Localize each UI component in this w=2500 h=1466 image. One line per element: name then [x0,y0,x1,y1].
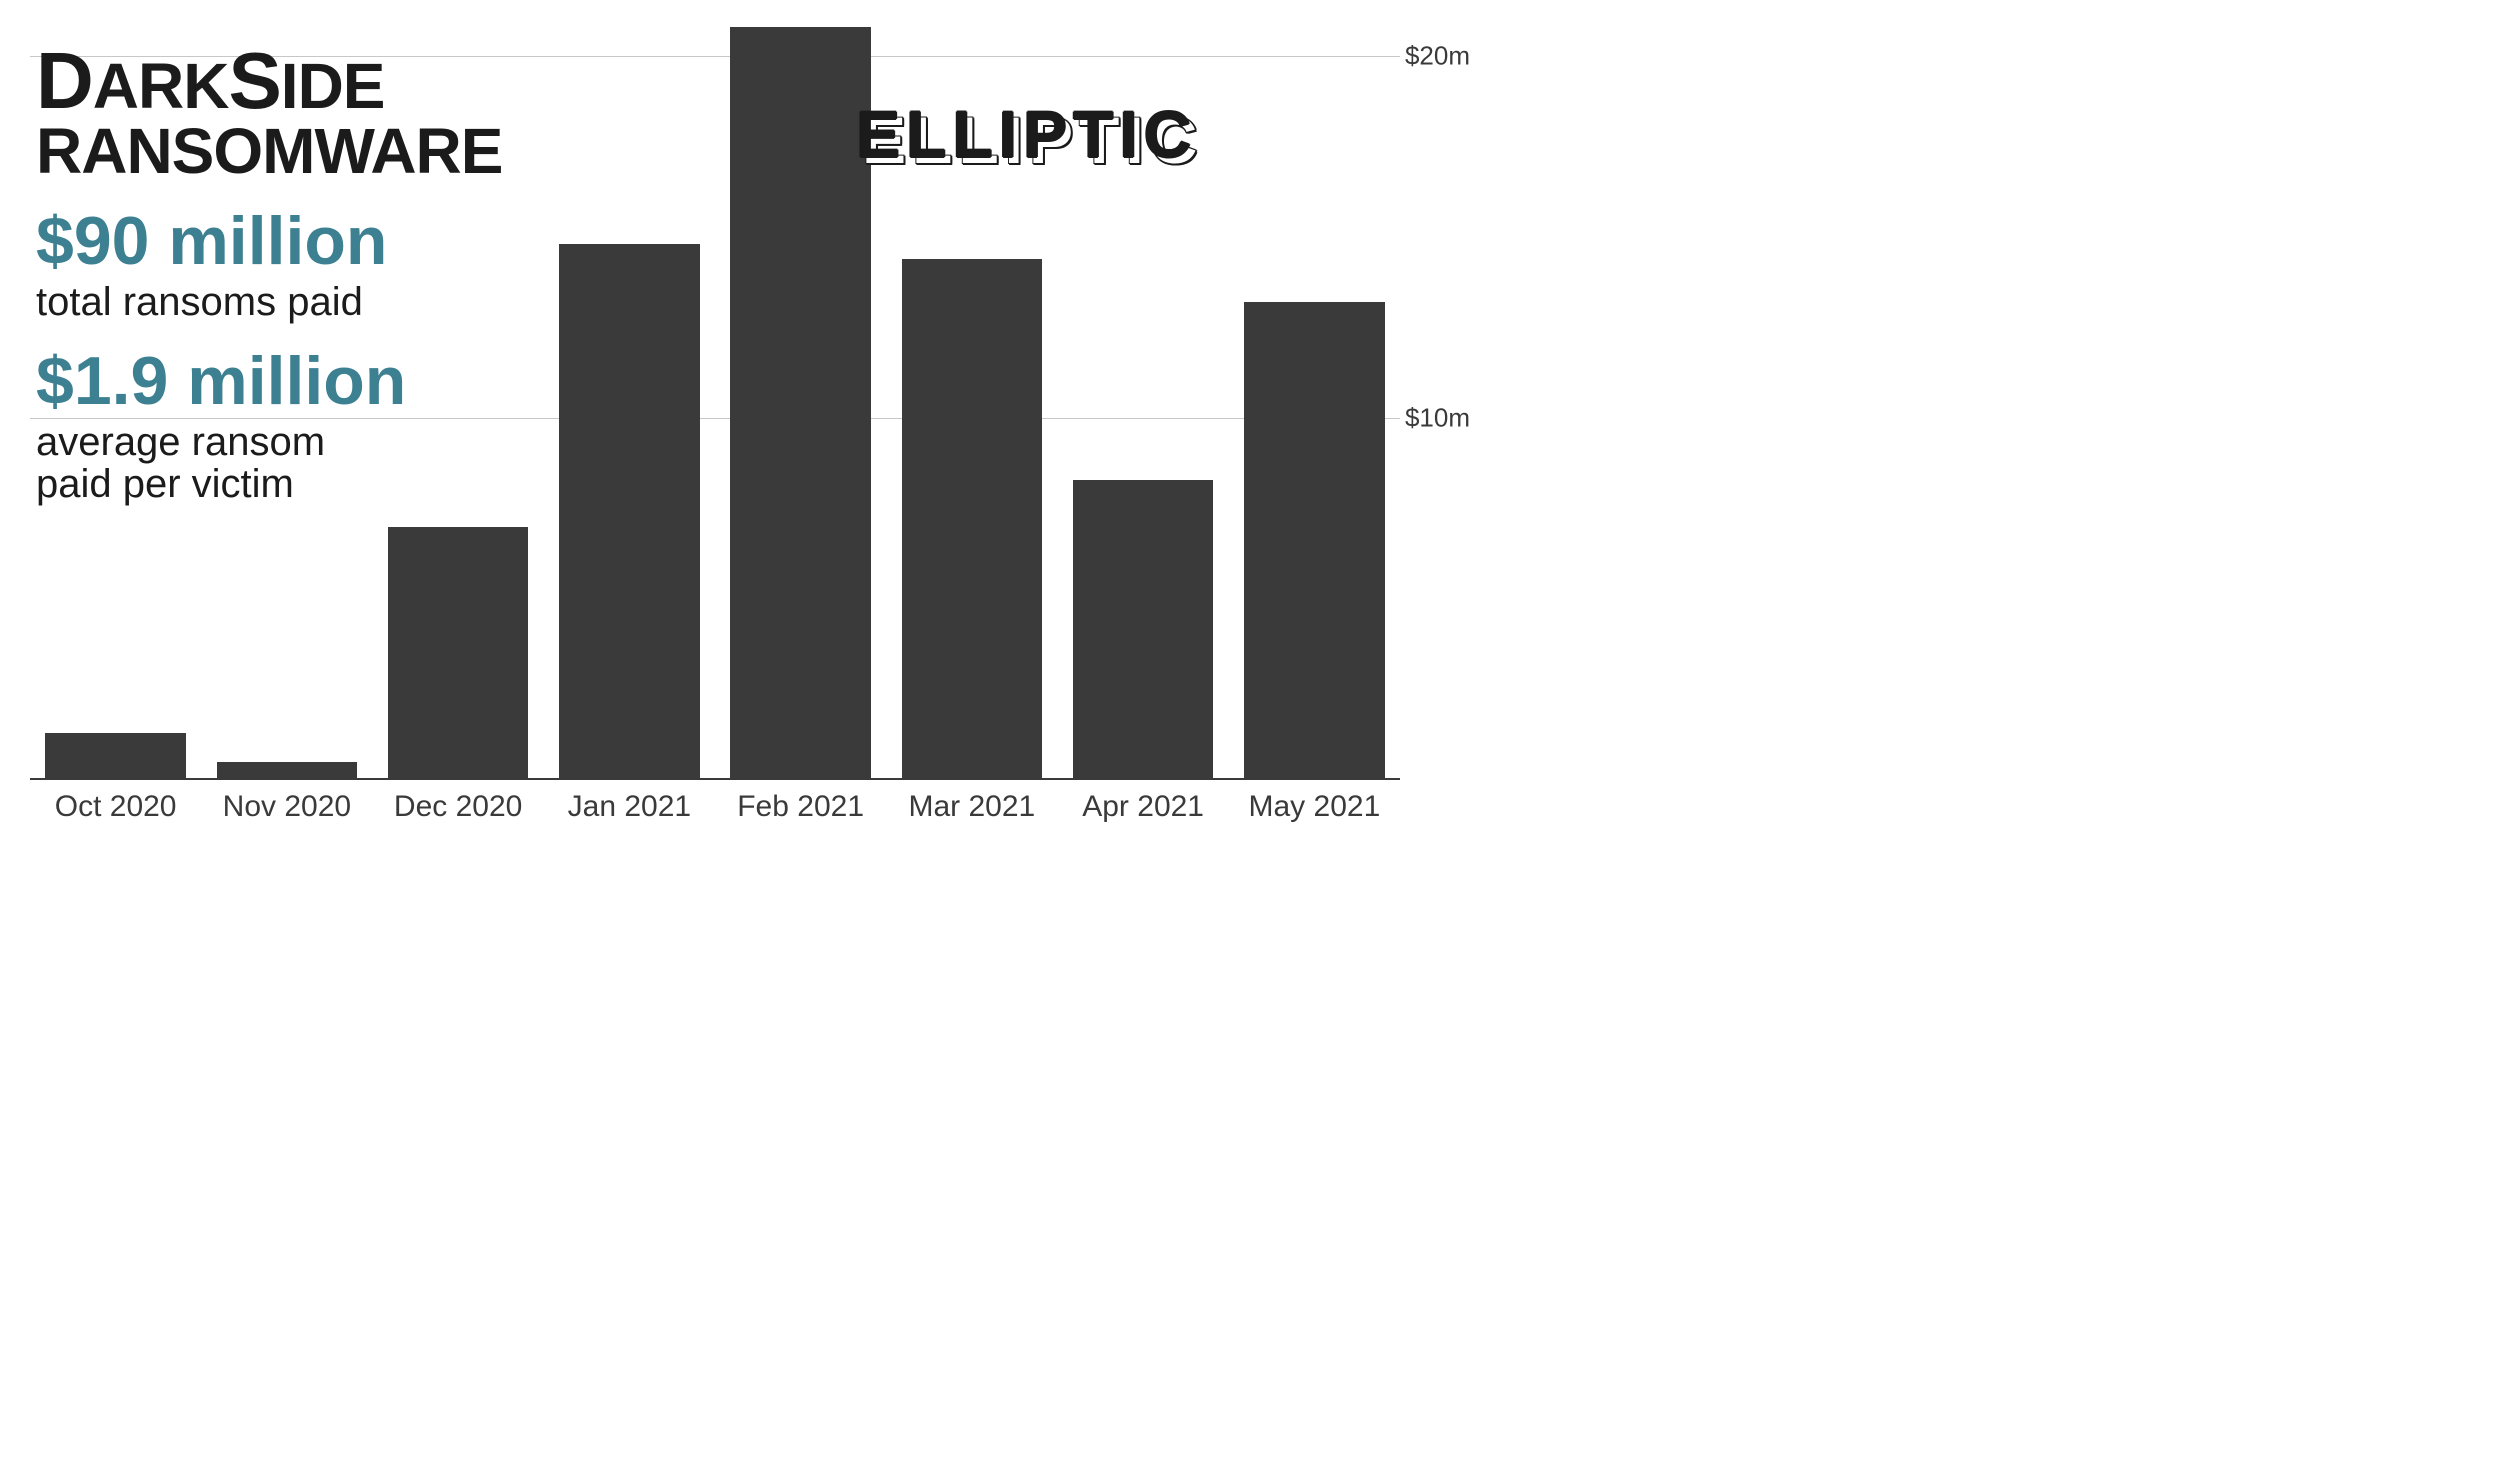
bar-slot [1229,20,1400,780]
overlay-text: DARKSIDE RANSOMWARE $90 million total ra… [36,42,596,505]
x-axis-label: Apr 2021 [1058,790,1229,824]
bar [1073,480,1213,780]
x-axis-label: Jan 2021 [544,790,715,824]
stat-2-value: $1.9 million [36,347,596,415]
infographic-title: DARKSIDE RANSOMWARE [36,42,596,183]
bar [1244,302,1384,780]
title-line1: DARKSIDE [36,42,596,120]
elliptic-logo: ELLIPTIC [856,96,1197,172]
x-axis-label: Dec 2020 [373,790,544,824]
title-ide: IDE [281,50,385,122]
title-ark: ARK [93,50,229,122]
stat-2-label: average ransom paid per victim [36,421,596,505]
stat-1-label: total ransoms paid [36,281,596,323]
x-axis-label: Oct 2020 [30,790,201,824]
x-axis-line [30,778,1400,780]
x-axis-label: Nov 2020 [201,790,372,824]
bar [45,733,185,780]
bar [388,527,528,780]
x-axis-label: Mar 2021 [886,790,1057,824]
infographic-canvas: $10m $20m Oct 2020Nov 2020Dec 2020Jan 20… [0,0,1500,880]
title-line2: RANSOMWARE [36,120,596,183]
x-axis-label: May 2021 [1229,790,1400,824]
ytick-10m: $10m [1405,403,1470,434]
bar [902,259,1042,780]
bar [730,27,870,780]
x-axis-labels: Oct 2020Nov 2020Dec 2020Jan 2021Feb 2021… [30,790,1400,824]
stat-1-value: $90 million [36,207,596,275]
title-d: D [36,36,93,125]
x-axis-label: Feb 2021 [715,790,886,824]
ytick-20m: $20m [1405,41,1470,72]
title-s: S [228,36,280,125]
